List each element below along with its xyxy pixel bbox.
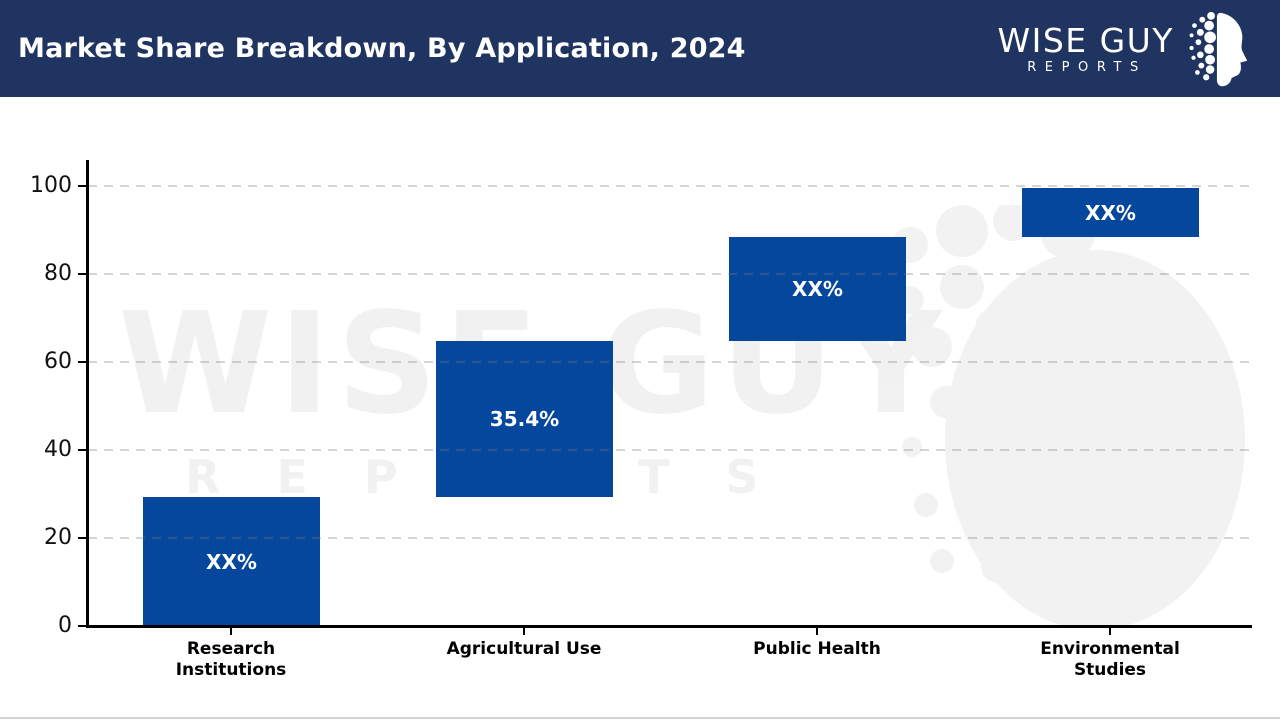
bar-2: XX% [729,237,906,342]
x-category-label-1: Agricultural Use [446,639,602,659]
bar-value-label-0: XX% [206,549,257,574]
y-tick-label-20: 20 [44,525,72,550]
logo-text: WISE GUY REPORTS [997,24,1174,74]
x-tick-2 [816,627,818,635]
y-tick-label-0: 0 [58,613,72,638]
y-tick-100 [78,185,86,187]
x-category-label-2: Public Health [753,639,881,659]
x-tick-1 [523,627,525,635]
bar-1: 35.4% [436,341,613,498]
y-tick-label-40: 40 [44,437,72,462]
y-tick-60 [78,361,86,363]
header: Market Share Breakdown, By Application, … [0,0,1280,97]
x-tick-0 [230,627,232,635]
y-tick-label-100: 100 [30,173,72,198]
wiseguy-logo: WISE GUY REPORTS [997,9,1250,89]
y-tick-label-60: 60 [44,349,72,374]
bottom-border [0,717,1280,719]
logo-head-icon [1189,11,1248,86]
y-tick-80 [78,273,86,275]
gridline-80 [88,273,1252,275]
bar-value-label-2: XX% [792,277,843,302]
y-tick-40 [78,449,86,451]
gridline-40 [88,449,1252,451]
gridline-20 [88,537,1252,539]
x-category-label-0: Research Institutions [175,639,287,680]
gridline-100 [88,185,1252,187]
bar-3: XX% [1022,188,1199,238]
x-tick-3 [1109,627,1111,635]
y-tick-20 [78,537,86,539]
logo-wordmark: WISE GUY [997,20,1174,60]
gridline-60 [88,361,1252,363]
bar-value-label-3: XX% [1085,200,1136,225]
y-tick-label-80: 80 [44,261,72,286]
page-title: Market Share Breakdown, By Application, … [18,33,746,64]
logo-subtext: REPORTS [1027,59,1147,75]
x-axis-line [86,625,1252,628]
bar-0: XX% [143,497,320,626]
y-tick-0 [78,625,86,627]
bar-value-label-1: 35.4% [489,407,560,432]
y-axis-line [86,160,89,628]
x-category-label-3: Environmental Studies [1040,639,1180,680]
watermark-head-icon [870,205,1245,625]
